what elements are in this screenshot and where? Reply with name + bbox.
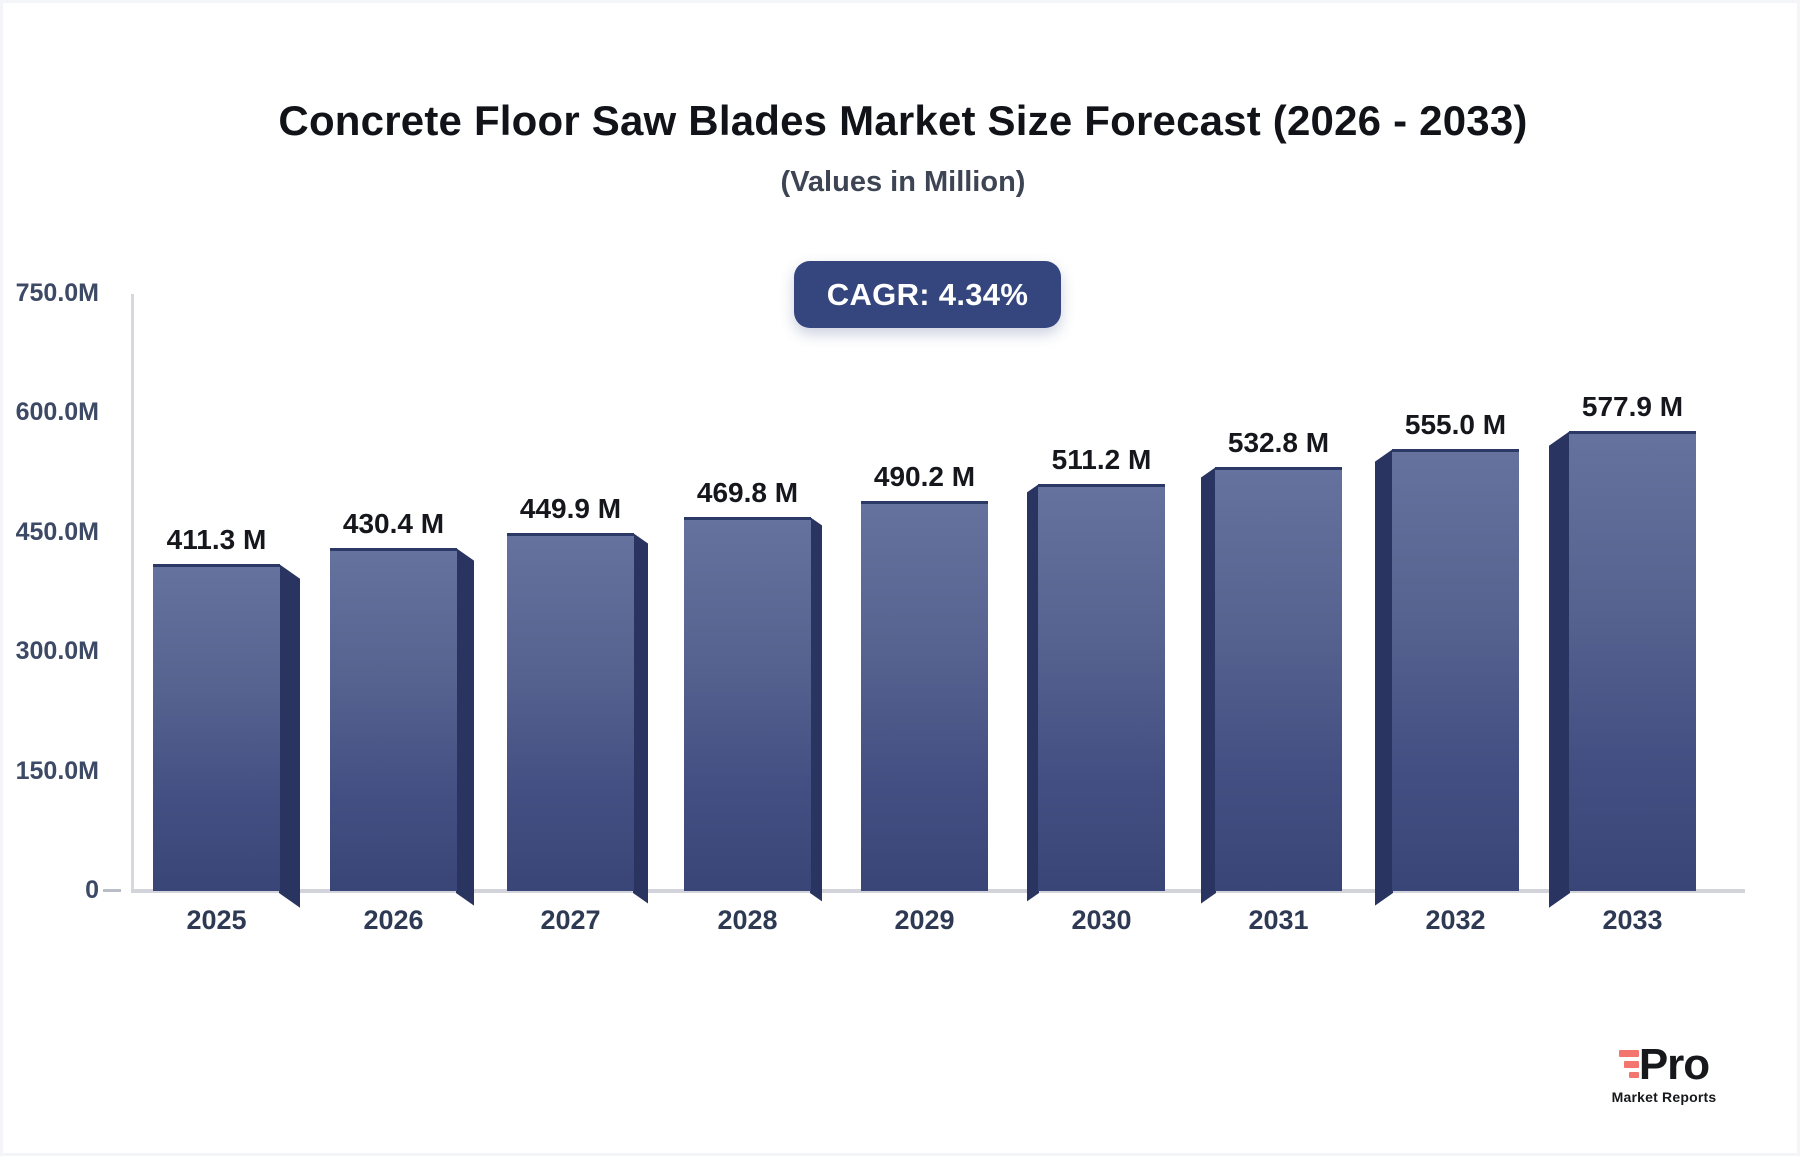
- bar-2028: [684, 517, 811, 891]
- x-axis-label-2025: 2025: [186, 905, 247, 935]
- cagr-badge: CAGR: 4.34%: [794, 261, 1061, 328]
- x-axis-label-2030: 2030: [1071, 905, 1132, 935]
- y-tick-label: 450.0M: [15, 517, 99, 546]
- x-axis-line: [131, 889, 1745, 893]
- y-tick-label: 300.0M: [15, 637, 99, 666]
- y-tick-label: 150.0M: [15, 756, 99, 785]
- bar-2029: [861, 500, 988, 891]
- pro-market-reports-logo: Pro Market Reports: [1609, 1040, 1719, 1106]
- chart-subtitle: (Values in Million): [780, 166, 1026, 198]
- y-axis-line: [131, 294, 134, 891]
- bar-value-label: 511.2 M: [1051, 444, 1152, 476]
- bar-2027: [507, 532, 634, 891]
- bar-value-label: 411.3 M: [166, 523, 267, 555]
- y-tick-label: 600.0M: [15, 398, 99, 427]
- logo-brand-text: Pro: [1638, 1040, 1710, 1089]
- x-axis-label-2028: 2028: [717, 905, 778, 935]
- bar-2032: [1392, 449, 1519, 891]
- bar-value-label: 430.4 M: [342, 508, 445, 540]
- x-axis-label-2027: 2027: [540, 905, 601, 935]
- logo-row: Pro: [1618, 1040, 1710, 1089]
- chart-title: Concrete Floor Saw Blades Market Size Fo…: [278, 97, 1528, 144]
- bar-2030: [1038, 484, 1165, 891]
- x-axis-label-2026: 2026: [363, 905, 424, 935]
- logo-tagline-text: Market Reports: [1611, 1089, 1717, 1105]
- x-axis-label-2029: 2029: [894, 905, 955, 935]
- bar-3d-side-2033: [1549, 430, 1570, 908]
- bar-3d-side-2025: [279, 563, 300, 908]
- bar-3d-side-2027: [633, 532, 648, 904]
- y-tick-dash: [103, 889, 121, 892]
- x-axis-label-2033: 2033: [1602, 905, 1663, 935]
- y-tick-label: 750.0M: [15, 279, 99, 307]
- bar-2031: [1215, 466, 1342, 891]
- bar-value-label: 555.0 M: [1404, 409, 1507, 441]
- bar-value-label: 469.8 M: [696, 477, 799, 509]
- bar-3d-side-2031: [1201, 466, 1216, 904]
- x-axis-label-2031: 2031: [1248, 905, 1309, 935]
- bar-2026: [330, 548, 457, 891]
- bar-3d-side-2032: [1375, 449, 1393, 906]
- bar-2025: [153, 563, 280, 891]
- bar-3d-side-2028: [810, 517, 822, 902]
- bar-value-label: 490.2 M: [873, 460, 976, 492]
- cagr-badge-label: CAGR: 4.34%: [826, 276, 1029, 312]
- logo-speed-lines-icon: [1618, 1050, 1639, 1082]
- bar-3d-side-2026: [456, 548, 474, 906]
- bar-value-label: 532.8 M: [1227, 426, 1330, 458]
- bar-2033: [1569, 430, 1696, 891]
- x-axis-label-2032: 2032: [1425, 905, 1486, 935]
- y-tick-label: 0: [85, 876, 99, 904]
- bar-value-label: 449.9 M: [519, 492, 622, 524]
- bar-value-label: 577.9 M: [1581, 390, 1684, 422]
- bar-chart-plot-area: 750.0M 600.0M 450.0M 300.0M 150.0M 0 411.3 M 20…: [3, 3, 1800, 1159]
